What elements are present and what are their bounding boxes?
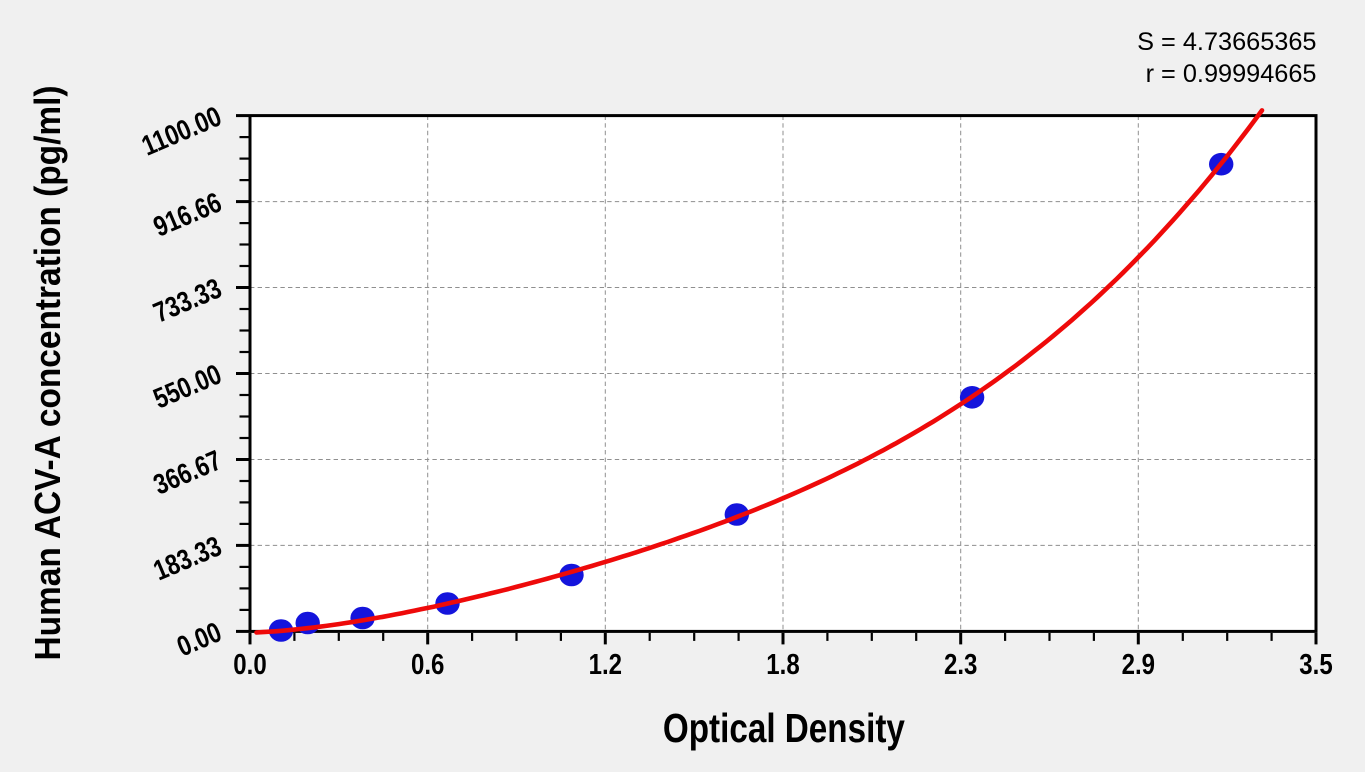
svg-text:1.2: 1.2 — [589, 649, 622, 681]
svg-text:r = 0.99994665: r = 0.99994665 — [1146, 60, 1317, 88]
svg-text:0.6: 0.6 — [411, 649, 444, 681]
svg-text:0.0: 0.0 — [233, 649, 266, 681]
svg-text:Optical Density: Optical Density — [663, 705, 905, 751]
svg-text:S = 4.73665365: S = 4.73665365 — [1137, 28, 1316, 56]
svg-text:3.5: 3.5 — [1299, 649, 1333, 681]
svg-text:1.8: 1.8 — [766, 649, 799, 681]
svg-text:Human ACV-A concentration (pg/: Human ACV-A concentration (pg/ml) — [28, 85, 68, 660]
svg-text:2.3: 2.3 — [944, 649, 977, 681]
svg-text:2.9: 2.9 — [1122, 649, 1155, 681]
